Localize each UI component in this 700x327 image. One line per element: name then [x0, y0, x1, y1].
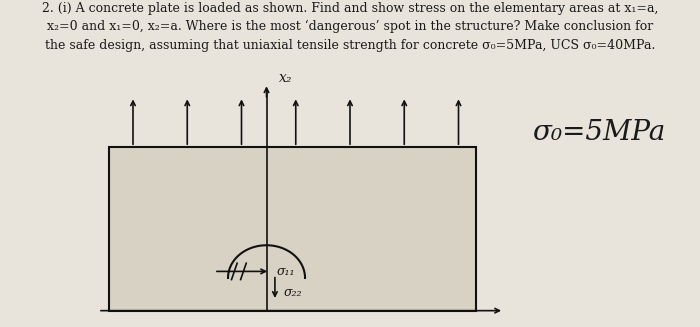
Text: σ₀=5MPa: σ₀=5MPa [532, 119, 665, 146]
Text: 2. (i) A concrete plate is loaded as shown. Find and show stress on the elementa: 2. (i) A concrete plate is loaded as sho… [42, 2, 658, 52]
Bar [108, 147, 476, 311]
Text: σ₁₁: σ₁₁ [277, 265, 295, 278]
Text: σ₂₂: σ₂₂ [284, 286, 302, 299]
Text: x₂: x₂ [279, 72, 293, 85]
